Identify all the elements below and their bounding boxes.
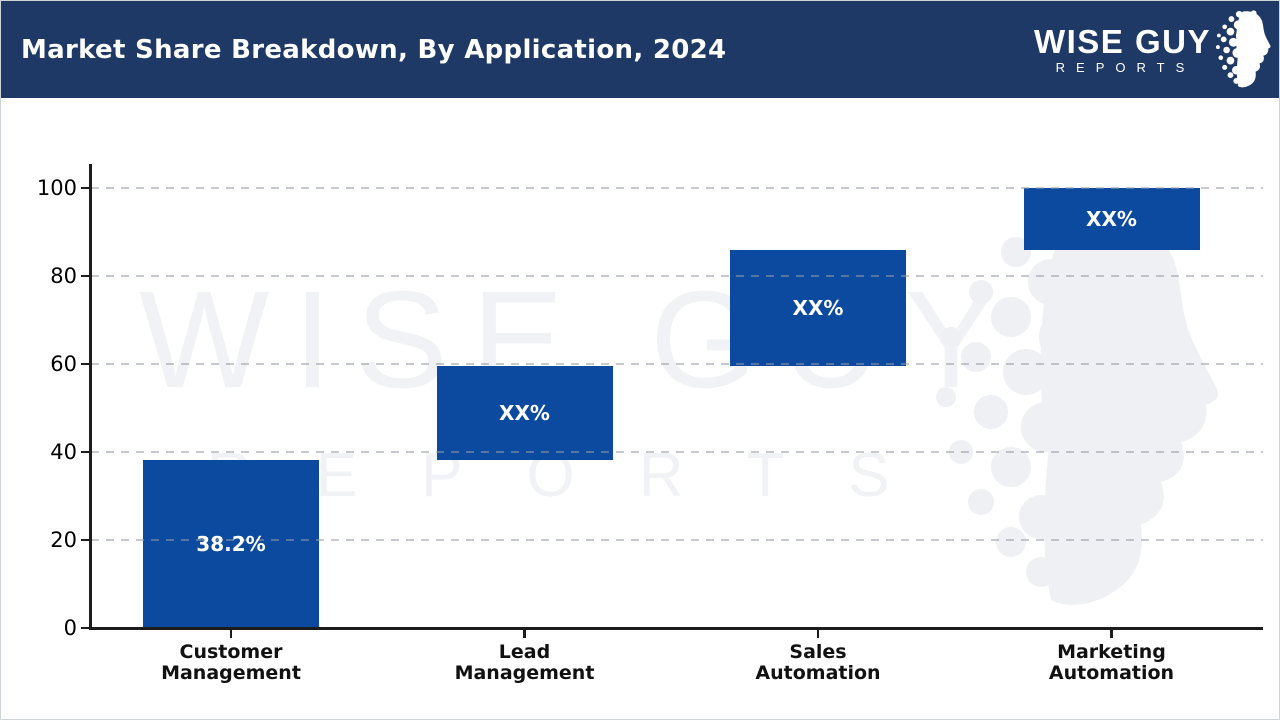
bar-2 xyxy=(436,366,613,460)
logo-wordmark: WISE GUY REPORTS xyxy=(1034,25,1211,74)
y-tick-100 xyxy=(81,186,89,190)
bar-1 xyxy=(143,459,319,628)
y-tick-label-0: 0 xyxy=(63,616,77,640)
y-tick-label-60: 60 xyxy=(50,352,77,376)
category-label-2: Lead Management xyxy=(454,641,595,685)
x-tick-2 xyxy=(523,629,526,638)
y-tick-80 xyxy=(81,274,89,278)
x-tick-1 xyxy=(229,629,233,638)
x-tick-4 xyxy=(1110,629,1113,638)
y-tick-40 xyxy=(81,450,89,454)
gridline-80 xyxy=(91,275,1263,277)
y-tick-label-80: 80 xyxy=(50,264,77,288)
y-tick-20 xyxy=(81,538,89,542)
y-tick-label-100: 100 xyxy=(36,176,77,200)
header: Market Share Breakdown, By Application, … xyxy=(1,1,1279,98)
category-label-1: Customer Management xyxy=(161,641,301,685)
wiseguy-head-icon xyxy=(1215,9,1271,87)
watermark-head-icon xyxy=(936,207,1218,606)
logo-wordmark-text: WISE GUY xyxy=(1033,23,1211,60)
bar-value-label-4: XX% xyxy=(1086,207,1137,232)
logo-subtext: REPORTS xyxy=(1055,60,1196,75)
bar-value-label-2: XX% xyxy=(499,401,550,426)
y-axis xyxy=(89,164,92,630)
gridline-20 xyxy=(91,539,1263,541)
x-tick-3 xyxy=(816,629,820,638)
y-tick-60 xyxy=(81,362,89,366)
bar-value-label-3: XX% xyxy=(792,296,844,321)
brand-logo: WISE GUY REPORTS xyxy=(1034,1,1273,98)
category-label-4: Marketing Automation xyxy=(1048,641,1175,685)
gridline-40 xyxy=(91,451,1263,453)
y-tick-label-20: 20 xyxy=(50,528,77,552)
x-axis xyxy=(89,626,1263,630)
bar-3 xyxy=(730,250,906,367)
bar-4 xyxy=(1023,188,1200,251)
category-label-3: Sales Automation xyxy=(755,641,881,685)
y-tick-label-40: 40 xyxy=(50,440,77,464)
y-tick-0 xyxy=(81,626,89,630)
gridline-100 xyxy=(91,187,1263,189)
page-title: Market Share Breakdown, By Application, … xyxy=(21,34,727,65)
bar-value-label-1: 38.2% xyxy=(196,531,266,556)
gridline-60 xyxy=(91,363,1263,365)
